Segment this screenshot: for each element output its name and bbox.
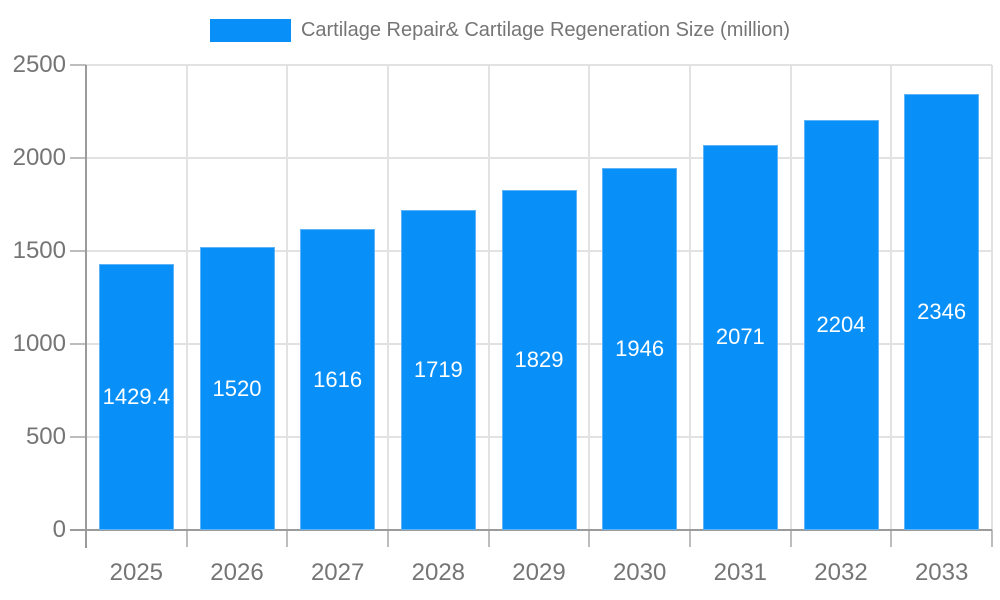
bar-value-label: 1829 (514, 346, 564, 372)
bar (400, 210, 476, 530)
bar-value-label: 1946 (615, 336, 665, 362)
gridline-horizontal (86, 157, 992, 159)
bar-value-label: 1429.4 (102, 384, 170, 410)
y-tick-label: 1500 (12, 237, 66, 264)
gridline-vertical (387, 65, 389, 530)
y-axis-tick (70, 436, 86, 438)
gridline-vertical (487, 65, 490, 530)
bar-value-label: 2346 (917, 298, 967, 324)
bar (501, 189, 577, 530)
bar-value-label: 2204 (816, 312, 866, 338)
x-tick-label: 2025 (109, 559, 164, 586)
gridline-horizontal (86, 64, 992, 66)
x-axis-tick (487, 530, 490, 547)
bar-value-label: 1719 (413, 357, 463, 383)
x-axis-tick (387, 530, 389, 547)
bar-value-label: 1616 (313, 366, 363, 392)
y-axis-tick (70, 250, 86, 252)
y-tick-label: 1000 (12, 330, 66, 357)
x-tick-label: 2026 (210, 559, 264, 586)
bar (300, 229, 376, 530)
x-tick-label: 2028 (411, 559, 466, 586)
y-tick-label: 500 (25, 423, 66, 450)
y-axis-tick (70, 157, 86, 159)
gridline-vertical (789, 65, 792, 530)
legend[interactable]: Cartilage Repair& Cartilage Regeneration… (0, 17, 1000, 43)
x-axis-tick (890, 530, 893, 547)
gridline-vertical (689, 65, 691, 530)
y-tick-label: 2500 (12, 51, 66, 78)
x-axis-tick (789, 530, 792, 547)
x-tick-label: 2033 (914, 559, 969, 586)
gridline-vertical (286, 65, 289, 530)
bar-value-label: 2071 (715, 324, 765, 350)
x-tick-label: 2031 (713, 559, 768, 586)
x-tick-label: 2027 (310, 559, 365, 586)
legend-swatch (209, 18, 291, 42)
gridline-vertical (588, 65, 591, 530)
bar (98, 264, 174, 530)
x-axis-tick (991, 530, 993, 547)
bar-value-label: 1520 (212, 375, 262, 401)
y-tick-label: 0 (52, 516, 66, 543)
x-axis-tick (185, 530, 188, 547)
gridline-vertical (185, 65, 188, 530)
bar (602, 168, 678, 530)
bar (803, 120, 879, 530)
gridline-vertical (991, 65, 993, 530)
bar (199, 247, 275, 530)
y-axis-tick (70, 64, 86, 66)
y-axis-line (85, 65, 87, 548)
bar (702, 144, 778, 530)
y-tick-label: 2000 (12, 144, 66, 171)
bar (904, 93, 980, 530)
legend-label: Cartilage Repair& Cartilage Regeneration… (300, 19, 791, 41)
x-tick-label: 2032 (814, 559, 868, 586)
x-axis-tick (588, 530, 591, 547)
x-axis-tick (286, 530, 289, 547)
x-tick-label: 2029 (512, 559, 566, 586)
x-axis-line (70, 529, 992, 531)
gridline-vertical (890, 65, 893, 530)
x-axis-tick (689, 530, 691, 547)
y-axis-tick (70, 343, 86, 345)
x-tick-label: 2030 (612, 559, 667, 586)
